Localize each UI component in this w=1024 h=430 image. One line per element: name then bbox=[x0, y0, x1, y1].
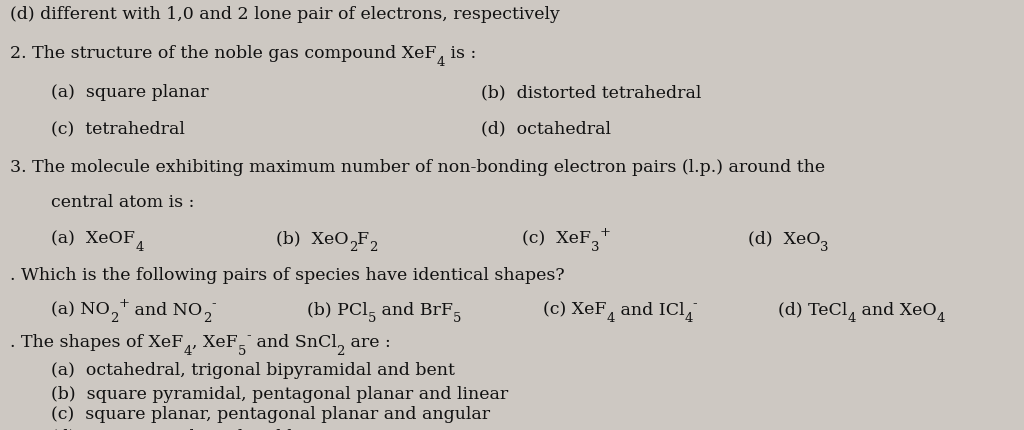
Text: , XeF: , XeF bbox=[191, 333, 238, 350]
Text: are :: are : bbox=[345, 333, 390, 350]
Text: (a) NO: (a) NO bbox=[51, 301, 110, 318]
Text: and SnCl: and SnCl bbox=[251, 333, 337, 350]
Text: 4: 4 bbox=[848, 312, 856, 325]
Text: 3. The molecule exhibiting maximum number of non-bonding electron pairs (l.p.) a: 3. The molecule exhibiting maximum numbe… bbox=[10, 159, 825, 176]
Text: 4: 4 bbox=[183, 344, 191, 357]
Text: is :: is : bbox=[445, 45, 476, 62]
Text: 2: 2 bbox=[370, 241, 378, 254]
Text: (c)  square planar, pentagonal planar and angular: (c) square planar, pentagonal planar and… bbox=[51, 405, 490, 422]
Text: and XeO: and XeO bbox=[856, 301, 937, 318]
Text: +: + bbox=[119, 296, 129, 309]
Text: +: + bbox=[600, 225, 610, 238]
Text: (b) PCl: (b) PCl bbox=[307, 301, 368, 318]
Text: 2: 2 bbox=[110, 312, 119, 325]
Text: 5: 5 bbox=[368, 312, 377, 325]
Text: (b)  distorted tetrahedral: (b) distorted tetrahedral bbox=[481, 84, 701, 101]
Text: 5: 5 bbox=[238, 344, 246, 357]
Text: 5: 5 bbox=[454, 312, 462, 325]
Text: -: - bbox=[246, 329, 251, 341]
Text: 4: 4 bbox=[606, 312, 614, 325]
Text: 2: 2 bbox=[203, 312, 211, 325]
Text: . Which is the following pairs of species have identical shapes?: . Which is the following pairs of specie… bbox=[10, 267, 565, 283]
Text: 4: 4 bbox=[937, 312, 945, 325]
Text: (a)  square planar: (a) square planar bbox=[51, 84, 209, 101]
Text: 3: 3 bbox=[591, 241, 600, 254]
Text: (c)  tetrahedral: (c) tetrahedral bbox=[51, 120, 185, 137]
Text: . The shapes of XeF: . The shapes of XeF bbox=[10, 333, 183, 350]
Text: (b)  square pyramidal, pentagonal planar and linear: (b) square pyramidal, pentagonal planar … bbox=[51, 385, 509, 402]
Text: (d) different with 1,0 and 2 lone pair of electrons, respectively: (d) different with 1,0 and 2 lone pair o… bbox=[10, 6, 560, 23]
Text: (a)  XeOF: (a) XeOF bbox=[51, 230, 135, 247]
Text: 2: 2 bbox=[337, 344, 345, 357]
Text: and ICl: and ICl bbox=[614, 301, 684, 318]
Text: 4: 4 bbox=[684, 312, 692, 325]
Text: 4: 4 bbox=[437, 56, 445, 69]
Text: (c) XeF: (c) XeF bbox=[543, 301, 606, 318]
Text: 4: 4 bbox=[135, 241, 143, 254]
Text: (c)  XeF: (c) XeF bbox=[522, 230, 591, 247]
Text: 2: 2 bbox=[349, 241, 357, 254]
Text: (d) TeCl: (d) TeCl bbox=[778, 301, 848, 318]
Text: central atom is :: central atom is : bbox=[51, 194, 195, 210]
Text: (d)  see-saw, T-shaped and linear: (d) see-saw, T-shaped and linear bbox=[51, 428, 339, 430]
Text: (a)  octahedral, trigonal bipyramidal and bent: (a) octahedral, trigonal bipyramidal and… bbox=[51, 361, 455, 378]
Text: (b)  XeO: (b) XeO bbox=[276, 230, 349, 247]
Text: and BrF: and BrF bbox=[377, 301, 454, 318]
Text: and NO: and NO bbox=[129, 301, 203, 318]
Text: 2. The structure of the noble gas compound XeF: 2. The structure of the noble gas compou… bbox=[10, 45, 437, 62]
Text: -: - bbox=[211, 296, 216, 309]
Text: 3: 3 bbox=[820, 241, 828, 254]
Text: F: F bbox=[357, 230, 370, 247]
Text: -: - bbox=[692, 296, 697, 309]
Text: (d)  octahedral: (d) octahedral bbox=[481, 120, 611, 137]
Text: (d)  XeO: (d) XeO bbox=[748, 230, 820, 247]
